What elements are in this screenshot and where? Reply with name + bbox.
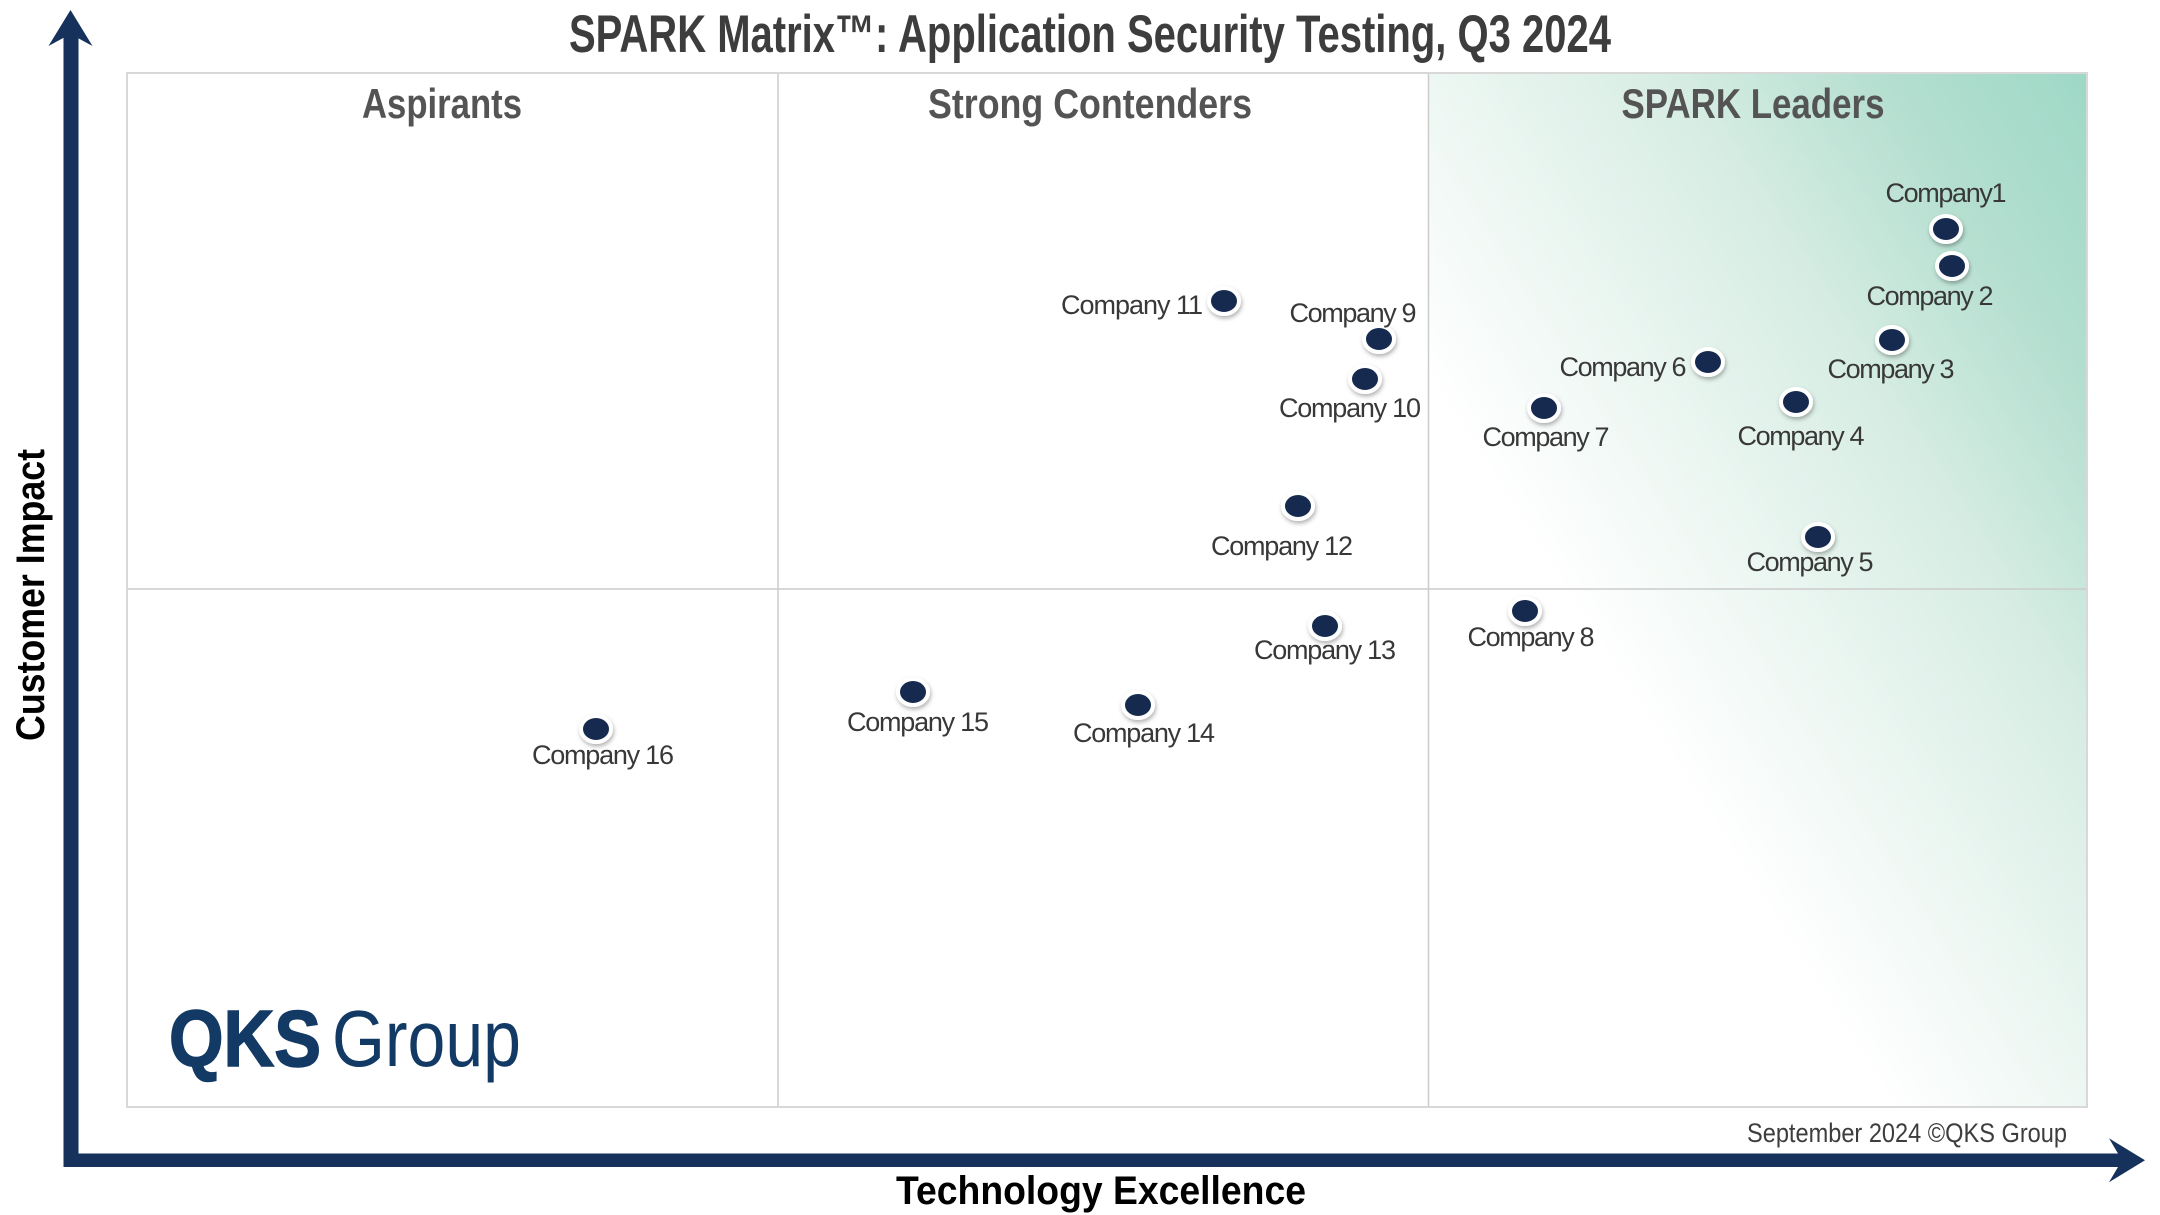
- svg-text:September 2024 ©QKS Group: September 2024 ©QKS Group: [1747, 1118, 2067, 1148]
- svg-text:Company 2: Company 2: [1867, 281, 1994, 311]
- svg-text:Company 9: Company 9: [1290, 298, 1417, 328]
- svg-text:Company 11: Company 11: [1061, 290, 1203, 320]
- svg-text:Company 8: Company 8: [1468, 622, 1595, 652]
- svg-text:Company 6: Company 6: [1560, 352, 1687, 382]
- svg-text:Company 7: Company 7: [1483, 422, 1610, 452]
- svg-text:Company 5: Company 5: [1747, 547, 1874, 577]
- svg-text:Group: Group: [332, 994, 521, 1083]
- svg-text:Company 16: Company 16: [532, 740, 674, 770]
- svg-text:Technology Excellence: Technology Excellence: [896, 1169, 1306, 1213]
- svg-text:SPARK Leaders: SPARK Leaders: [1622, 80, 1885, 127]
- svg-text:SPARK Matrix™: Application Sec: SPARK Matrix™: Application Security Test…: [569, 5, 1611, 64]
- svg-text:Company 4: Company 4: [1738, 421, 1865, 451]
- svg-text:Company 14: Company 14: [1073, 718, 1215, 748]
- svg-text:Company 13: Company 13: [1254, 635, 1396, 665]
- svg-text:Company 10: Company 10: [1279, 393, 1421, 423]
- svg-text:Company 12: Company 12: [1211, 531, 1353, 561]
- svg-text:Company1: Company1: [1886, 178, 2007, 208]
- svg-text:Customer Impact: Customer Impact: [9, 449, 53, 741]
- svg-text:Company 15: Company 15: [847, 707, 989, 737]
- svg-text:Aspirants: Aspirants: [362, 80, 522, 127]
- svg-text:QKS: QKS: [169, 994, 321, 1083]
- svg-text:Strong Contenders: Strong Contenders: [928, 80, 1252, 127]
- svg-text:Company 3: Company 3: [1828, 354, 1955, 384]
